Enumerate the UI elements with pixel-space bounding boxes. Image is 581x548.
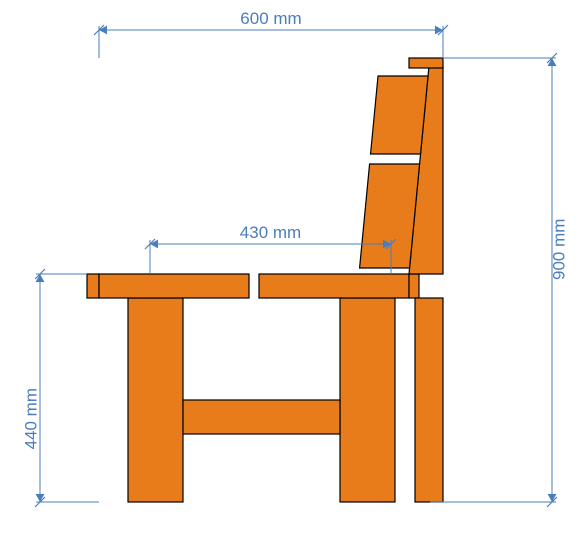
seat-board-1 [99,274,249,298]
dim-label-seat_h: 440 mm [21,388,40,449]
dim-label-seat: 430 mm [240,223,301,242]
stretcher [183,400,340,434]
back-cap [409,58,443,68]
dim-label-width: 600 mm [240,9,301,28]
back-slat-upper [371,76,429,154]
seat-overhang-left [87,274,99,298]
seat-board-end [409,274,419,298]
seat-board-2 [259,274,409,298]
dim-label-height: 900 mm [549,219,568,280]
back-slat-lower [360,164,420,268]
bench-drawing: 600 mm 430 mm 900 mm 440 mm [0,0,581,548]
leg-right [340,298,395,502]
back-post-lower [415,298,443,502]
leg-left [128,298,183,502]
